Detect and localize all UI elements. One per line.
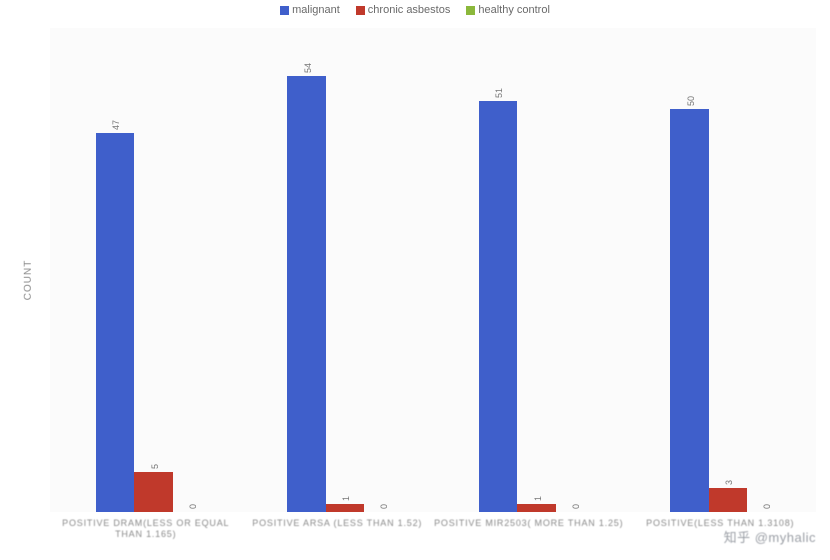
category-label: POSITIVE DRAM(LESS OR EQUAL THAN 1.165) [50,512,242,540]
legend-swatch [356,6,365,15]
bar [517,504,555,512]
bar-value-label: 1 [533,496,543,501]
legend-label: healthy control [478,4,550,16]
category-label: POSITIVE MIR2503( MORE THAN 1.25) [433,512,625,529]
y-axis-title: COUNT [23,260,34,301]
bar-value-label: 3 [724,480,734,485]
bar-value-label: 51 [494,88,504,98]
legend: malignant chronic asbestos healthy control [0,4,830,16]
legend-label: chronic asbestos [368,4,451,16]
bar-value-label: 54 [303,63,313,73]
legend-swatch [280,6,289,15]
bar [326,504,364,512]
legend-swatch [466,6,475,15]
bar [134,472,172,512]
bar [287,76,325,512]
bar [479,101,517,512]
bar-value-label: 0 [188,504,198,509]
bar-value-label: 50 [686,96,696,106]
bar [709,488,747,512]
bar-value-label: 0 [571,504,581,509]
category-panel: 5410POSITIVE ARSA (LESS THAN 1.52) [242,28,435,512]
plot-area: 4750POSITIVE DRAM(LESS OR EQUAL THAN 1.1… [50,28,816,512]
bar-value-label: 0 [762,504,772,509]
bar [96,133,134,512]
legend-item-malignant: malignant [280,4,340,16]
category-label: POSITIVE ARSA (LESS THAN 1.52) [242,512,434,529]
chart-container: malignant chronic asbestos healthy control… [0,0,830,560]
bar-value-label: 5 [150,464,160,469]
category-panel: 5110POSITIVE MIR2503( MORE THAN 1.25) [433,28,626,512]
legend-item-chronic_asbestos: chronic asbestos [356,4,451,16]
legend-item-healthy_control: healthy control [466,4,550,16]
category-panel: 4750POSITIVE DRAM(LESS OR EQUAL THAN 1.1… [50,28,243,512]
legend-label: malignant [292,4,340,16]
bar-value-label: 47 [111,120,121,130]
watermark: 知乎 @myhalic [724,527,816,546]
bar [670,109,708,512]
category-panel: 5030POSITIVE(LESS THAN 1.3108) [625,28,817,512]
bar-value-label: 1 [341,496,351,501]
bar-value-label: 0 [379,504,389,509]
